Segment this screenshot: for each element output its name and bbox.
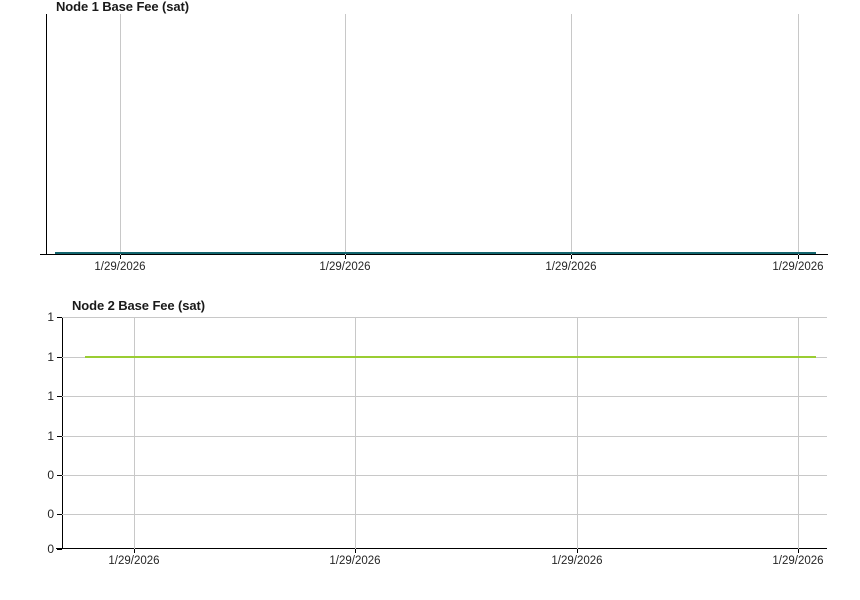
y-axis-label: 0 [47, 542, 54, 556]
y-tick-mark [57, 514, 62, 515]
x-axis-label: 1/29/2026 [329, 555, 381, 567]
x-axis-label: 1/29/2026 [772, 555, 824, 567]
chart-panel-node-2: Node 2 Base Fee (sat) 1 1 1 1 0 0 0 [0, 292, 860, 600]
horizontal-gridline [62, 475, 827, 476]
x-tick-mark [571, 255, 572, 259]
y-axis-label: 1 [47, 310, 54, 324]
x-tick-mark [577, 549, 578, 553]
x-axis-label: 1/29/2026 [772, 261, 824, 273]
x-axis-line-node-2 [56, 548, 827, 549]
x-tick-mark [798, 255, 799, 259]
y-tick-mark [57, 357, 62, 358]
y-axis-label: 0 [47, 468, 54, 482]
x-tick-mark [134, 549, 135, 553]
x-axis-label: 1/29/2026 [94, 261, 146, 273]
chart-title-node-2: Node 2 Base Fee (sat) [72, 298, 206, 313]
y-axis-label: 0 [47, 507, 54, 521]
y-tick-mark [57, 436, 62, 437]
y-tick-mark [57, 396, 62, 397]
x-axis-label: 1/29/2026 [551, 555, 603, 567]
horizontal-gridline [62, 317, 827, 318]
series-line-node-1 [55, 252, 816, 254]
vertical-gridline [345, 14, 346, 255]
x-tick-mark [345, 255, 346, 259]
horizontal-gridline [62, 396, 827, 397]
x-tick-mark [798, 549, 799, 553]
vertical-gridline [120, 14, 121, 255]
chart-panel-node-1: Node 1 Base Fee (sat) 1/29/2026 1/29/202… [0, 0, 860, 292]
x-axis-label: 1/29/2026 [108, 555, 160, 567]
y-axis-label: 1 [47, 350, 54, 364]
series-line-node-2 [85, 356, 816, 358]
vertical-gridline [134, 317, 135, 549]
y-axis-line-node-1 [46, 14, 47, 255]
y-tick-mark [57, 475, 62, 476]
y-axis-line-node-2 [62, 317, 63, 549]
x-axis-label: 1/29/2026 [319, 261, 371, 273]
horizontal-gridline [62, 436, 827, 437]
y-axis-label: 1 [47, 389, 54, 403]
vertical-gridline [571, 14, 572, 255]
horizontal-gridline [62, 514, 827, 515]
x-axis-line-node-1 [40, 254, 828, 255]
chart-title-node-1: Node 1 Base Fee (sat) [56, 0, 190, 14]
plot-area-node-1: 1/29/2026 1/29/2026 1/29/2026 1/29/2026 [40, 14, 828, 273]
y-axis-label: 1 [47, 429, 54, 443]
vertical-gridline [798, 317, 799, 549]
y-tick-mark [57, 549, 62, 550]
y-tick-mark [57, 317, 62, 318]
x-tick-mark [120, 255, 121, 259]
vertical-gridline [577, 317, 578, 549]
plot-area-node-2: 1 1 1 1 0 0 0 1/29/2026 1/29/2026 1/29/2… [47, 310, 827, 567]
x-axis-label: 1/29/2026 [545, 261, 597, 273]
vertical-gridline [798, 14, 799, 255]
vertical-gridline [355, 317, 356, 549]
x-tick-mark [355, 549, 356, 553]
